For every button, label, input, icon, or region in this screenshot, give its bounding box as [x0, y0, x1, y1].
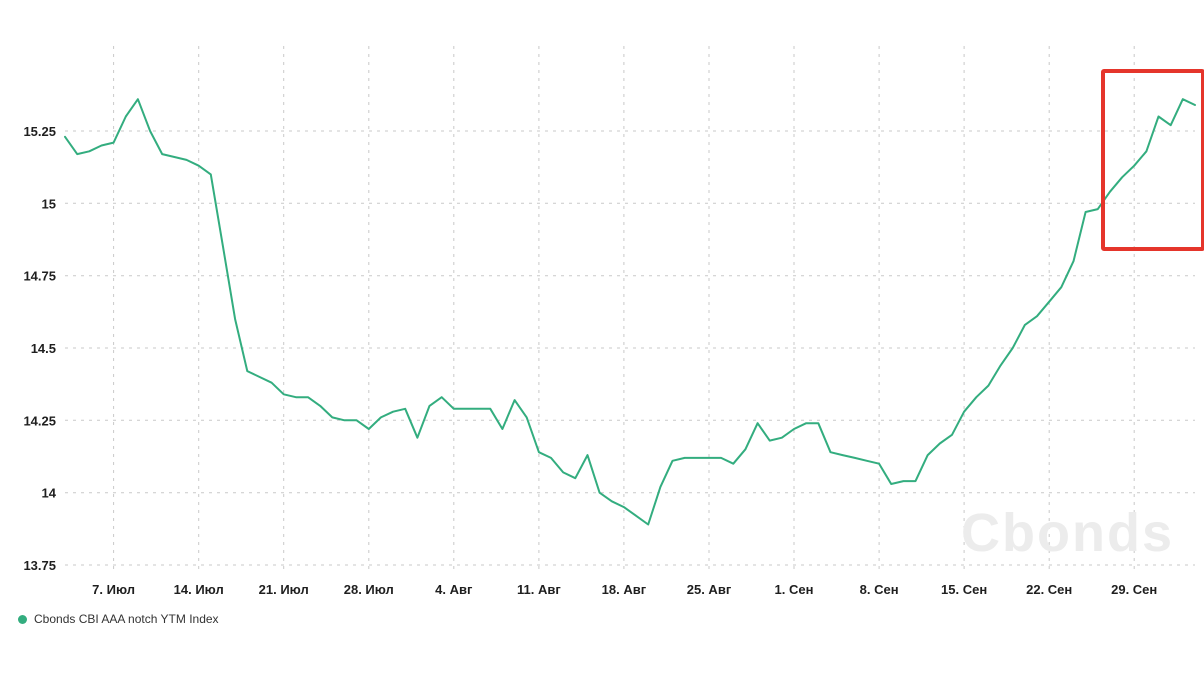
x-axis-tick-label: 28. Июл — [344, 582, 394, 597]
gridlines — [65, 46, 1195, 570]
x-axis-tick-label: 4. Авг — [435, 582, 473, 597]
y-axis-tick-label: 14.25 — [23, 413, 56, 428]
legend-label: Cbonds CBI AAA notch YTM Index — [34, 612, 219, 626]
x-axis-tick-label: 21. Июл — [259, 582, 309, 597]
series-line — [64, 98, 1196, 526]
y-axis-tick-label: 13.75 — [23, 558, 56, 573]
x-axis-tick-label: 7. Июл — [92, 582, 135, 597]
x-axis-tick-label: 25. Авг — [687, 582, 732, 597]
y-axis-tick-label: 15.25 — [23, 124, 56, 139]
legend-marker-icon — [18, 614, 27, 624]
x-axis-tick-label: 29. Сен — [1111, 582, 1157, 597]
y-axis-tick-label: 14.5 — [31, 341, 56, 356]
legend-item[interactable]: Cbonds CBI AAA notch YTM Index — [18, 612, 219, 626]
x-axis-tick-label: 18. Авг — [602, 582, 647, 597]
axis-labels: 13.75 14 14.25 14.5 14.75 15 15.25 7. Июл 14. Ию… — [23, 124, 1157, 597]
x-axis-tick-label: 14. Июл — [174, 582, 224, 597]
y-axis-tick-label: 14 — [42, 486, 57, 501]
x-axis-tick-label: 1. Сен — [775, 582, 814, 597]
y-axis-tick-label: 14.75 — [23, 269, 56, 284]
x-axis-tick-label: 15. Сен — [941, 582, 987, 597]
series-group — [64, 98, 1196, 526]
y-axis-tick-label: 15 — [42, 196, 56, 211]
x-axis-tick-label: 11. Авг — [517, 582, 561, 597]
x-axis-tick-label: 8. Сен — [860, 582, 899, 597]
x-axis-tick-label: 22. Сен — [1026, 582, 1072, 597]
